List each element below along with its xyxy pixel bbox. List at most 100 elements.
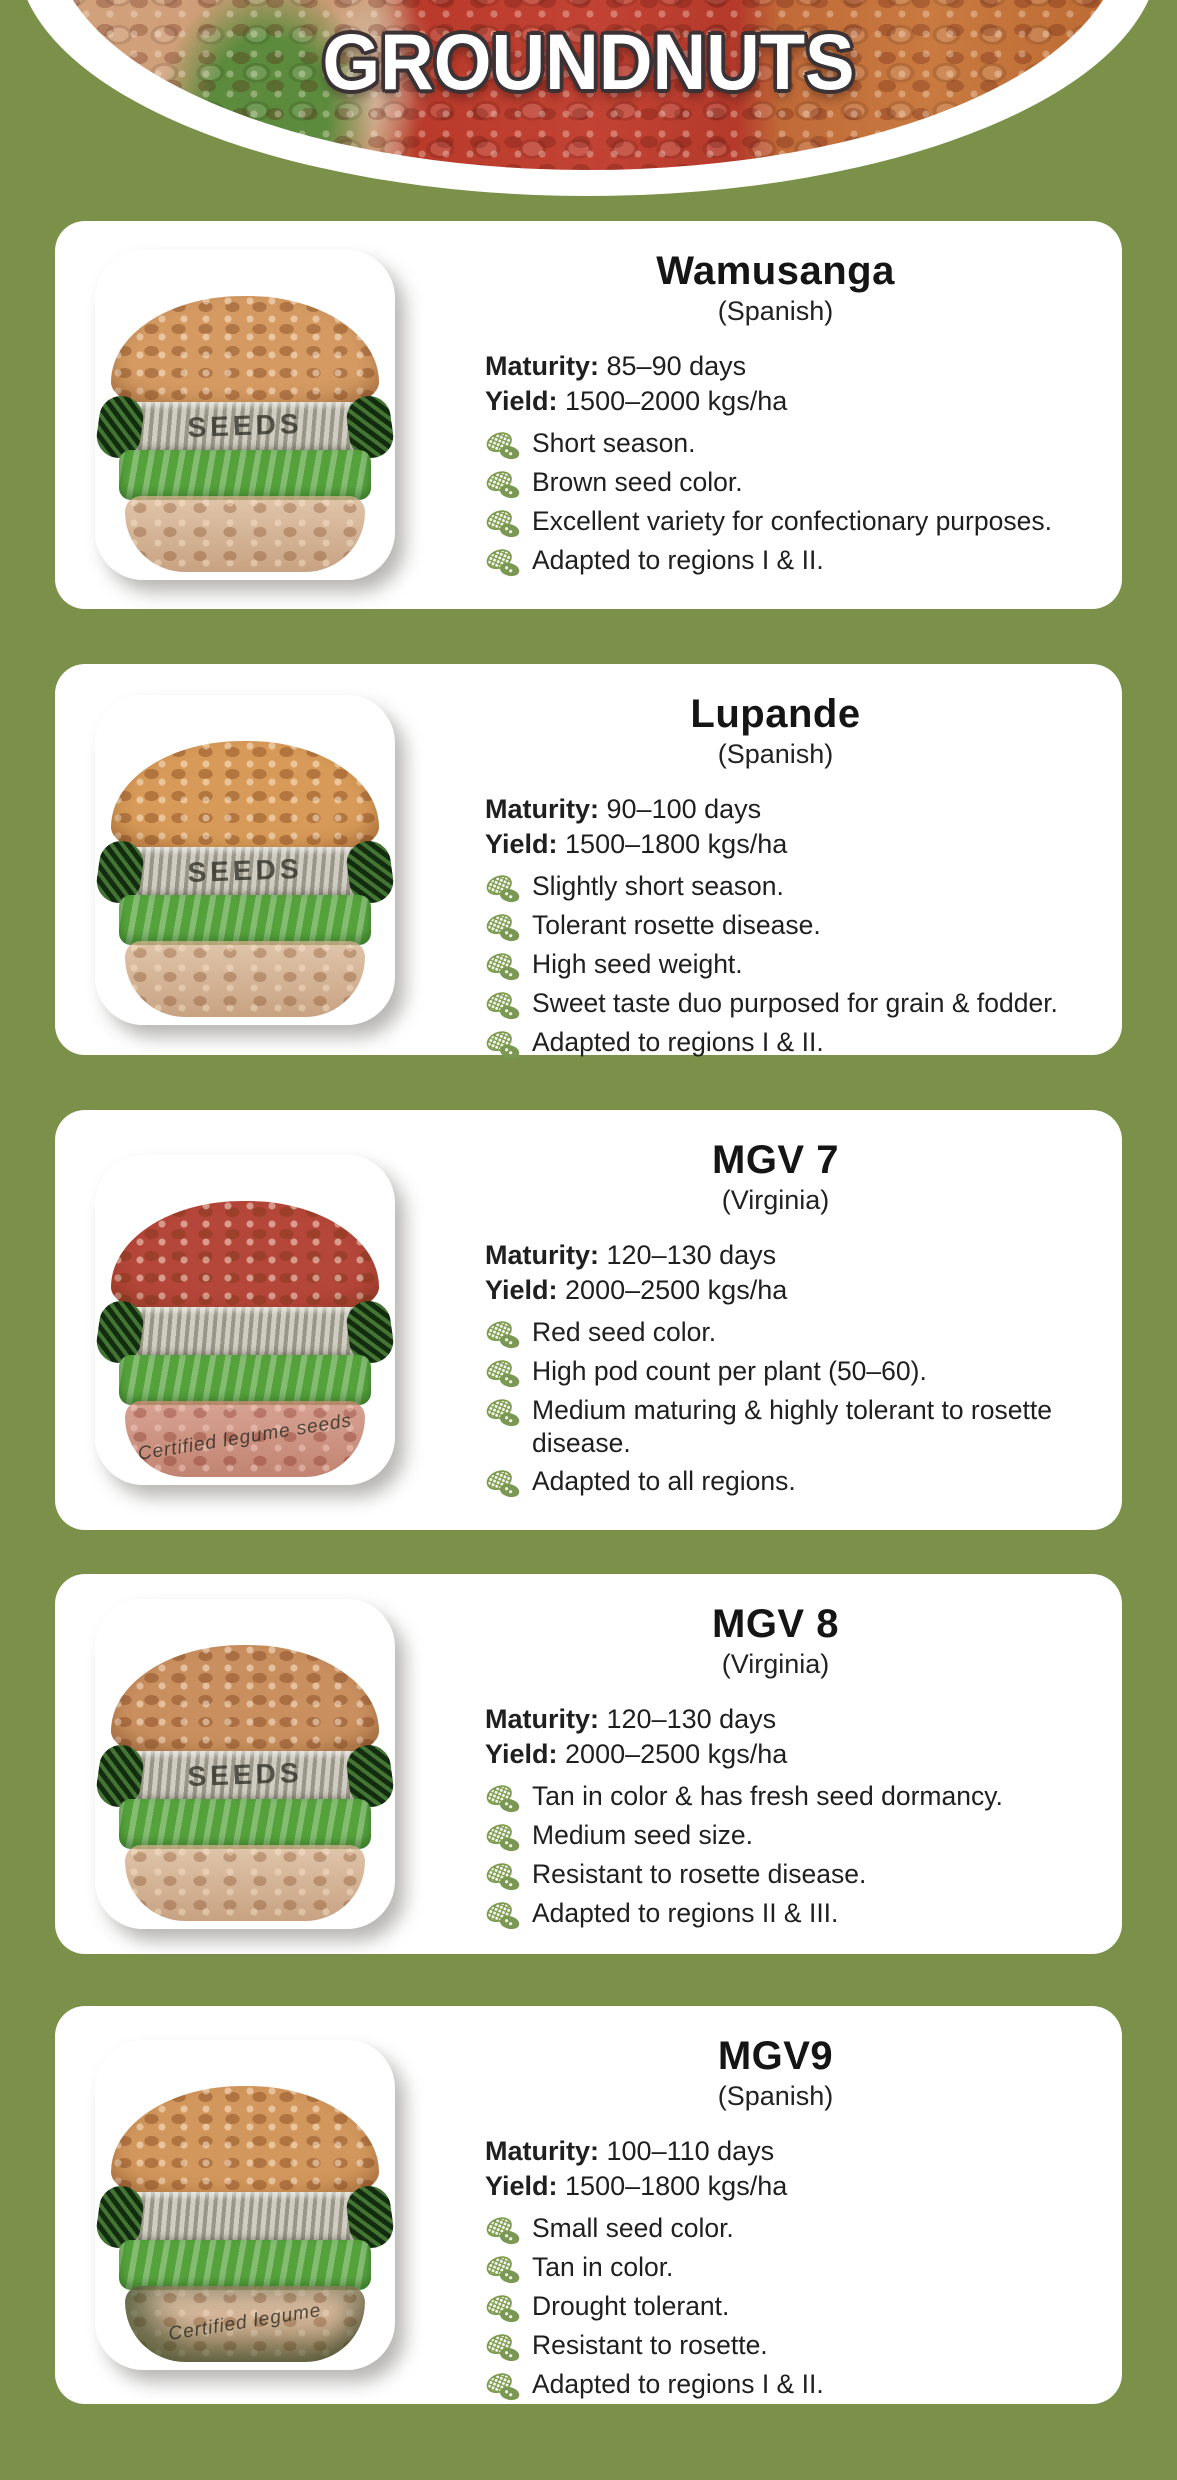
- feature-item: Tan in color & has fresh seed dormancy.: [485, 1780, 1096, 1814]
- card-content: Lupande (Spanish) Maturity: 90–100 days …: [455, 678, 1112, 1060]
- feature-item: High seed weight.: [485, 948, 1096, 982]
- feature-item: Resistant to rosette.: [485, 2329, 1096, 2363]
- yield-value: 2000–2500 kgs/ha: [565, 1739, 788, 1770]
- groundnut-icon: [485, 508, 521, 539]
- feature-text: Brown seed color.: [532, 467, 743, 498]
- maturity-value: 90–100 days: [606, 794, 762, 824]
- bag-band: [119, 894, 371, 945]
- maturity-value: 120–130 days: [606, 1704, 777, 1734]
- bag-band: [119, 1799, 371, 1849]
- feature-item: Sweet taste duo purposed for grain & fod…: [485, 987, 1096, 1021]
- feature-text: Adapted to regions II & III.: [532, 1898, 839, 1929]
- info-block: Maturity: 90–100 days Yield: 1500–1800 k…: [485, 792, 1096, 862]
- card-content: MGV 8 (Virginia) Maturity: 120–130 days …: [455, 1588, 1112, 1940]
- maturity-label: Maturity:: [485, 1704, 599, 1734]
- groundnut-icon: [485, 1861, 521, 1892]
- info-block: Maturity: 120–130 days Yield: 2000–2500 …: [485, 1238, 1096, 1308]
- variety-name: MGV 8: [712, 1602, 839, 1646]
- bag-band: [119, 450, 371, 500]
- feature-text: Adapted to regions I & II.: [532, 1027, 824, 1058]
- maturity-label: Maturity:: [485, 794, 599, 824]
- feature-text: Excellent variety for confectionary purp…: [532, 506, 1052, 537]
- feature-text: Red seed color.: [532, 1317, 717, 1348]
- variety-type: (Virginia): [721, 1185, 830, 1215]
- bag-rim: [101, 1751, 389, 1803]
- groundnut-icon: [485, 1319, 521, 1350]
- bag-body: [125, 496, 365, 572]
- yield-value: 2000–2500 kgs/ha: [565, 1275, 788, 1306]
- feature-item: Tolerant rosette disease.: [485, 909, 1096, 943]
- feature-item: Short season.: [485, 427, 1096, 461]
- feature-item: Adapted to regions I & II.: [485, 2368, 1096, 2402]
- bag-rim: [101, 846, 389, 899]
- variety-type: (Virginia): [721, 1649, 830, 1679]
- feature-item: Medium maturing & highly tolerant to ros…: [485, 1394, 1096, 1459]
- feature-item: Small seed color.: [485, 2212, 1096, 2246]
- bag-photo: SEEDS: [95, 250, 395, 580]
- maturity-value: 85–90 days: [606, 351, 747, 381]
- bag-rim: [101, 2192, 389, 2244]
- bag-photo: SEEDS: [95, 694, 395, 1025]
- features-list: Tan in color & has fresh seed dormancy. …: [485, 1780, 1096, 1931]
- card-content: Wamusanga (Spanish) Maturity: 85–90 days…: [455, 235, 1112, 595]
- groundnut-icon: [485, 1467, 521, 1498]
- feature-text: Tan in color & has fresh seed dormancy.: [532, 1781, 1003, 1812]
- maturity-label: Maturity:: [485, 2136, 599, 2166]
- feature-item: High pod count per plant (50–60).: [485, 1355, 1096, 1389]
- feature-item: Drought tolerant.: [485, 2290, 1096, 2324]
- feature-item: Adapted to regions II & III.: [485, 1897, 1096, 1931]
- feature-item: Adapted to regions I & II.: [485, 1026, 1096, 1060]
- variety-name: MGV9: [717, 2034, 834, 2078]
- groundnut-icon: [485, 990, 521, 1021]
- yield-label: Yield:: [485, 1739, 558, 1770]
- feature-text: High seed weight.: [532, 949, 743, 980]
- variety-type: (Spanish): [717, 296, 834, 326]
- bag-rim: [101, 402, 389, 454]
- info-block: Maturity: 85–90 days Yield: 1500–2000 kg…: [485, 349, 1096, 419]
- variety-name: MGV 7: [712, 1138, 839, 1182]
- maturity-label: Maturity:: [485, 1240, 599, 1270]
- bag-band: [119, 1355, 371, 1405]
- feature-item: Adapted to all regions.: [485, 1465, 1096, 1498]
- groundnut-icon: [485, 2371, 521, 2402]
- groundnut-icon: [485, 873, 521, 904]
- maturity-value: 120–130 days: [606, 1240, 777, 1270]
- groundnut-icon: [485, 951, 521, 982]
- feature-text: Adapted to regions I & II.: [532, 2369, 824, 2400]
- feature-text: Tolerant rosette disease.: [532, 910, 821, 941]
- feature-text: Adapted to regions I & II.: [532, 545, 824, 576]
- bag-body: [125, 1845, 365, 1921]
- groundnut-icon: [485, 469, 521, 500]
- maturity-value: 100–110 days: [606, 2136, 775, 2166]
- feature-text: Sweet taste duo purposed for grain & fod…: [532, 988, 1058, 1019]
- variety-type: (Spanish): [717, 2081, 834, 2111]
- info-block: Maturity: 100–110 days Yield: 1500–1800 …: [485, 2134, 1096, 2204]
- variety-card: SEEDS Lupande (Spanish) Maturity: 90–100…: [55, 664, 1122, 1060]
- card-content: MGV9 (Spanish) Maturity: 100–110 days Yi…: [455, 2020, 1112, 2402]
- feature-text: Short season.: [532, 428, 696, 459]
- groundnut-icon: [485, 430, 521, 461]
- feature-item: Brown seed color.: [485, 466, 1096, 500]
- yield-value: 1500–1800 kgs/ha: [565, 2171, 788, 2202]
- variety-name: Lupande: [690, 692, 861, 736]
- feature-item: Red seed color.: [485, 1316, 1096, 1350]
- feature-text: Medium maturing & highly tolerant to ros…: [532, 1395, 1052, 1458]
- bag-body: [125, 2286, 365, 2362]
- groundnut-icon: [485, 2215, 521, 2246]
- feature-text: Medium seed size.: [532, 1820, 753, 1851]
- groundnut-icon: [485, 2293, 521, 2324]
- feature-text: Small seed color.: [532, 2213, 734, 2244]
- feature-item: Adapted to regions I & II.: [485, 544, 1096, 578]
- variety-card: Certified legume seeds MGV 7 (Virginia) …: [55, 1110, 1122, 1530]
- bag-band: [119, 2240, 371, 2290]
- groundnut-icon: [485, 1029, 521, 1060]
- features-list: Small seed color. Tan in color. Drought …: [485, 2212, 1096, 2402]
- yield-label: Yield:: [485, 829, 558, 860]
- poster-title: GROUNDNUTS: [322, 17, 855, 106]
- feature-text: Resistant to rosette disease.: [532, 1859, 867, 1890]
- feature-text: Tan in color.: [532, 2252, 674, 2283]
- features-list: Short season. Brown seed color. Excellen…: [485, 427, 1096, 578]
- variety-card: Certified legume MGV9 (Spanish) Maturity…: [55, 2006, 1122, 2404]
- feature-item: Excellent variety for confectionary purp…: [485, 505, 1096, 539]
